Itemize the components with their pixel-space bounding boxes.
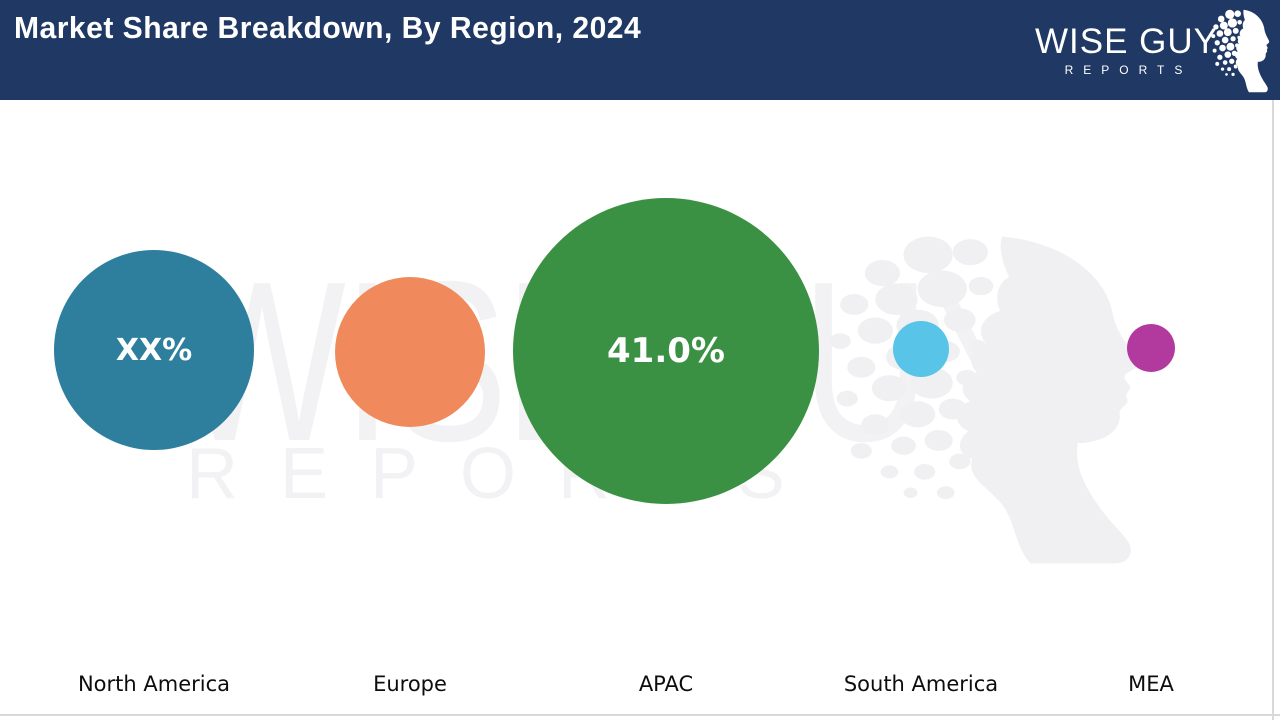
bubble-apac: 41.0% <box>513 198 819 504</box>
logo-text: WISE GUY REPORTS <box>1035 24 1218 77</box>
category-label-row: North America Europe APAC South America … <box>0 672 1280 702</box>
label-north-america: North America <box>77 672 231 696</box>
logo-wordmark: WISE GUY <box>1034 21 1218 61</box>
chart-bottom-border <box>0 714 1280 716</box>
logo-subtitle: REPORTS <box>1064 62 1193 77</box>
bubble-north-america: XX% <box>54 250 254 450</box>
label-europe: Europe <box>373 672 447 696</box>
bubble-chart: WISE GUY REPORTS XX% 41.0% North America… <box>0 100 1280 720</box>
dotted-head-icon <box>1211 9 1270 93</box>
bubble-value-label: 41.0% <box>607 331 725 371</box>
header-bar: Market Share Breakdown, By Region, 2024 … <box>0 0 1280 100</box>
bubble-value-label: XX% <box>115 332 193 368</box>
label-mea: MEA <box>1128 672 1174 696</box>
wise-guy-reports-logo: WISE GUY REPORTS <box>1035 4 1274 96</box>
bubble-south-america <box>893 321 949 377</box>
label-south-america: South America <box>843 672 999 696</box>
bubble-europe <box>335 277 485 427</box>
watermark-dotted-head-icon <box>829 236 1139 564</box>
chart-right-border <box>1272 100 1274 720</box>
page-title: Market Share Breakdown, By Region, 2024 <box>14 10 642 45</box>
label-apac: APAC <box>638 672 694 696</box>
bubble-mea <box>1127 324 1175 372</box>
